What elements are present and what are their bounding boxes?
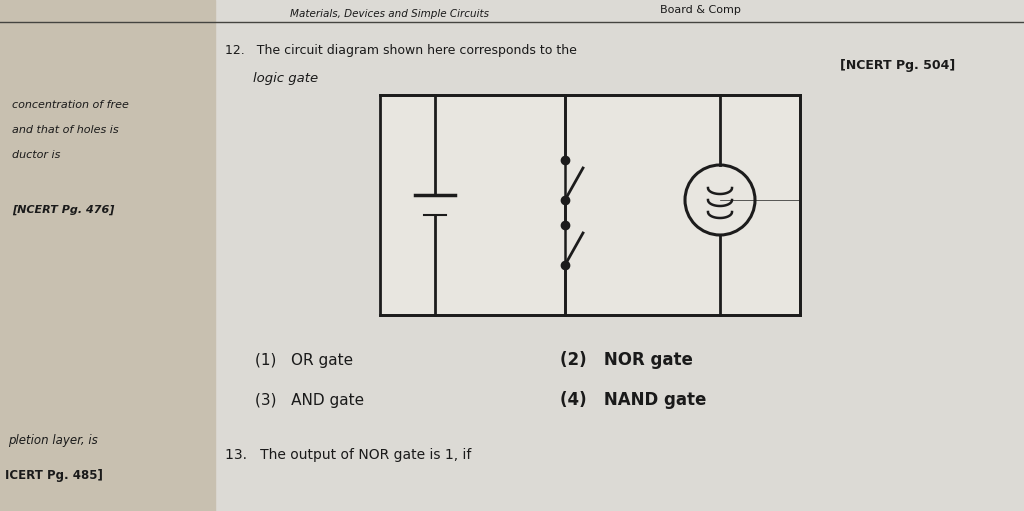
Text: [NCERT Pg. 504]: [NCERT Pg. 504] [840,58,955,72]
Text: logic gate: logic gate [253,72,318,84]
Bar [380,95,800,315]
Text: Materials, Devices and Simple Circuits: Materials, Devices and Simple Circuits [291,9,489,19]
Text: A: A [587,184,597,199]
Bar [380,95,800,315]
Text: (4)   NAND gate: (4) NAND gate [560,391,707,409]
Text: (2)   NOR gate: (2) NOR gate [560,351,693,369]
Text: [NCERT Pg. 476]: [NCERT Pg. 476] [12,205,115,215]
Text: ICERT Pg. 485]: ICERT Pg. 485] [5,469,102,481]
Text: (3)   AND gate: (3) AND gate [255,392,365,407]
Text: B: B [587,252,597,267]
Text: Y: Y [763,191,773,209]
Text: 13.   The output of NOR gate is 1, if: 13. The output of NOR gate is 1, if [225,448,471,462]
Text: 12.   The circuit diagram shown here corresponds to the: 12. The circuit diagram shown here corre… [225,43,577,57]
Text: (1)   OR gate: (1) OR gate [255,353,353,367]
Bar [0,0,215,511]
Text: Board & Comp: Board & Comp [660,5,741,15]
Text: pletion layer, is: pletion layer, is [8,433,97,447]
Text: concentration of free: concentration of free [12,100,129,110]
Text: ductor is: ductor is [12,150,60,160]
Text: and that of holes is: and that of holes is [12,125,119,135]
